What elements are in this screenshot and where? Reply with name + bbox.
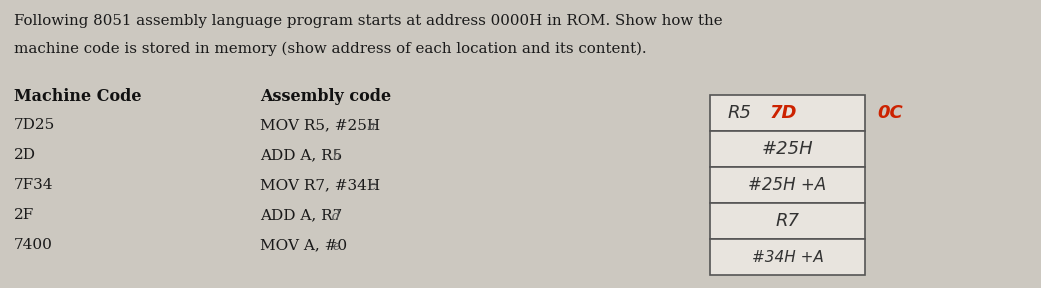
Text: ADD A, R5: ADD A, R5: [260, 148, 342, 162]
Bar: [710, 167, 865, 203]
Text: #25H +A: #25H +A: [748, 176, 827, 194]
Text: e: e: [332, 240, 339, 253]
Text: MOV R7, #34H: MOV R7, #34H: [260, 178, 380, 192]
Text: 7D25: 7D25: [14, 118, 55, 132]
Text: R7: R7: [776, 212, 799, 230]
Text: 7F34: 7F34: [14, 178, 53, 192]
Text: a: a: [369, 120, 376, 133]
Text: R5: R5: [728, 104, 752, 122]
Bar: [710, 239, 865, 275]
Text: MOV R5, #25H: MOV R5, #25H: [260, 118, 380, 132]
Text: #25H: #25H: [762, 140, 813, 158]
Text: 0C: 0C: [877, 104, 903, 122]
Text: Assembly code: Assembly code: [260, 88, 391, 105]
Text: 7D: 7D: [770, 104, 797, 122]
Text: machine code is stored in memory (show address of each location and its content): machine code is stored in memory (show a…: [14, 42, 646, 56]
Text: MOV A, #0: MOV A, #0: [260, 238, 347, 252]
Text: Following 8051 assembly language program starts at address 0000H in ROM. Show ho: Following 8051 assembly language program…: [14, 14, 722, 28]
Text: 2F: 2F: [14, 208, 34, 222]
Bar: [710, 95, 865, 131]
Text: c: c: [369, 180, 375, 193]
Text: ADD A, R7: ADD A, R7: [260, 208, 342, 222]
Text: Machine Code: Machine Code: [14, 88, 142, 105]
Text: #34H +A: #34H +A: [752, 249, 823, 264]
Text: 2D: 2D: [14, 148, 36, 162]
Text: b: b: [332, 150, 340, 163]
Bar: [710, 203, 865, 239]
Text: d: d: [332, 210, 340, 223]
Text: 7400: 7400: [14, 238, 53, 252]
Bar: [710, 131, 865, 167]
